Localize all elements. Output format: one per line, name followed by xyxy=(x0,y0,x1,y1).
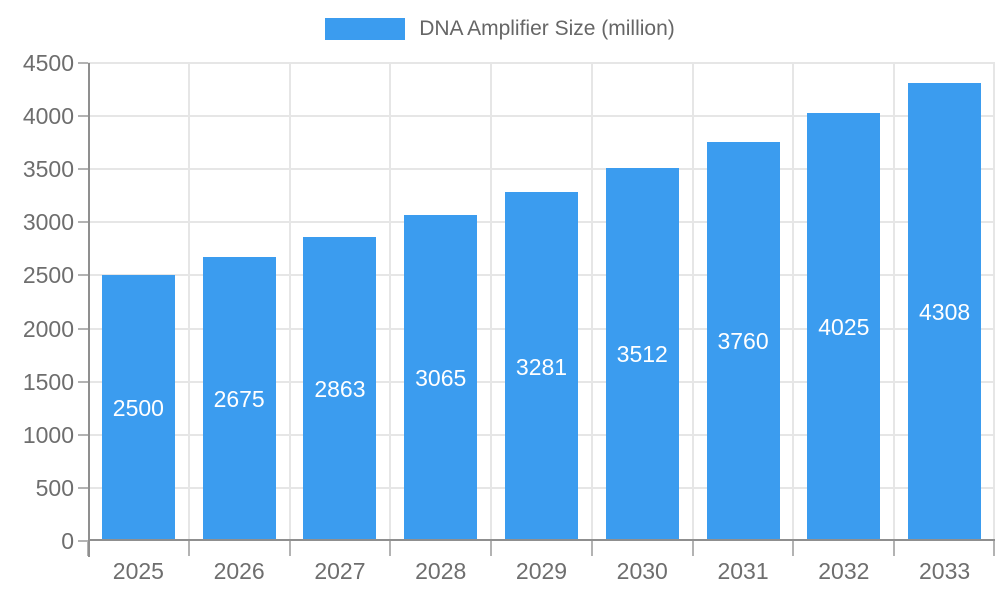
y-tick-label: 1500 xyxy=(22,368,74,395)
y-axis-labels: 0 500 1000 1500 2000 2500 3000 3500 4000 4500 xyxy=(0,50,74,554)
x-axis-tick xyxy=(792,541,795,556)
x-axis-line xyxy=(88,539,995,541)
legend-item[interactable]: DNA Amplifier Size (million) xyxy=(325,18,675,40)
bar[interactable] xyxy=(908,83,982,541)
legend-swatch-icon xyxy=(325,18,406,40)
x-axis-tick xyxy=(993,541,995,556)
x-tick-label: 2033 xyxy=(919,558,971,584)
y-axis-tick xyxy=(78,486,88,489)
y-tick-label: 0 xyxy=(61,528,74,554)
x-tick-label: 2028 xyxy=(415,558,467,584)
y-axis-tick xyxy=(78,380,88,383)
x-axis-tick xyxy=(893,541,896,556)
gridline-vertical xyxy=(993,63,995,541)
legend-label: DNA Amplifier Size (million) xyxy=(419,17,675,40)
gridline-horizontal xyxy=(88,62,995,64)
y-axis-tick xyxy=(78,327,88,330)
x-tick-label: 2027 xyxy=(314,558,366,584)
y-tick-label: 3500 xyxy=(22,156,74,183)
x-tick-label: 2030 xyxy=(616,558,668,584)
x-axis-labels: 2025 2026 2027 2028 2029 2030 2031 2032 2033 xyxy=(88,556,995,586)
gridline-vertical xyxy=(389,63,392,541)
gridline-vertical xyxy=(792,63,795,541)
x-tick-label: 2029 xyxy=(515,558,568,584)
x-tick-label: 2025 xyxy=(112,558,164,584)
x-tick-label: 2031 xyxy=(717,558,769,584)
bar[interactable] xyxy=(505,192,578,541)
x-tick-label: 2026 xyxy=(213,558,265,584)
y-axis-tick xyxy=(78,168,88,171)
y-axis-line xyxy=(88,63,90,557)
gridline-vertical xyxy=(187,63,190,541)
x-axis-tick xyxy=(490,541,493,556)
y-axis-tick xyxy=(78,62,88,64)
y-tick-label: 4500 xyxy=(22,50,74,76)
x-axis-tick xyxy=(691,541,694,556)
gridline-vertical xyxy=(490,63,493,541)
y-axis-tick xyxy=(78,115,88,118)
gridline-horizontal xyxy=(88,115,995,118)
y-axis-tick xyxy=(78,274,88,277)
x-axis-tick xyxy=(590,541,593,556)
y-tick-label: 2500 xyxy=(22,262,74,289)
gridline-vertical xyxy=(288,63,291,541)
x-axis-tick xyxy=(288,541,291,556)
bar[interactable] xyxy=(404,215,478,541)
bar[interactable] xyxy=(303,236,377,541)
bar[interactable] xyxy=(605,167,679,541)
y-tick-label: 2000 xyxy=(22,315,74,342)
gridline-vertical xyxy=(691,63,694,541)
legend: DNA Amplifier Size (million) xyxy=(0,18,1000,40)
bar[interactable] xyxy=(807,113,881,541)
x-tick-label: 2032 xyxy=(818,558,870,584)
y-axis-tick xyxy=(78,221,88,224)
x-axis-tick xyxy=(187,541,190,556)
bar[interactable] xyxy=(706,141,780,541)
y-axis-tick xyxy=(78,433,88,436)
y-tick-label: 4000 xyxy=(22,103,74,130)
y-tick-label: 500 xyxy=(35,474,74,501)
y-tick-label: 1000 xyxy=(22,421,74,448)
gridline-vertical xyxy=(893,63,896,541)
gridline-vertical xyxy=(590,63,593,541)
x-axis-tick xyxy=(389,541,392,556)
y-axis-tick xyxy=(78,540,88,542)
gridline-horizontal xyxy=(88,168,995,171)
bar[interactable] xyxy=(101,275,175,541)
bar[interactable] xyxy=(202,256,276,541)
plot-area: 2500 2675 2863 3065 3281 3512 3760 4025 4308 xyxy=(78,62,995,557)
y-tick-label: 3000 xyxy=(22,209,74,236)
